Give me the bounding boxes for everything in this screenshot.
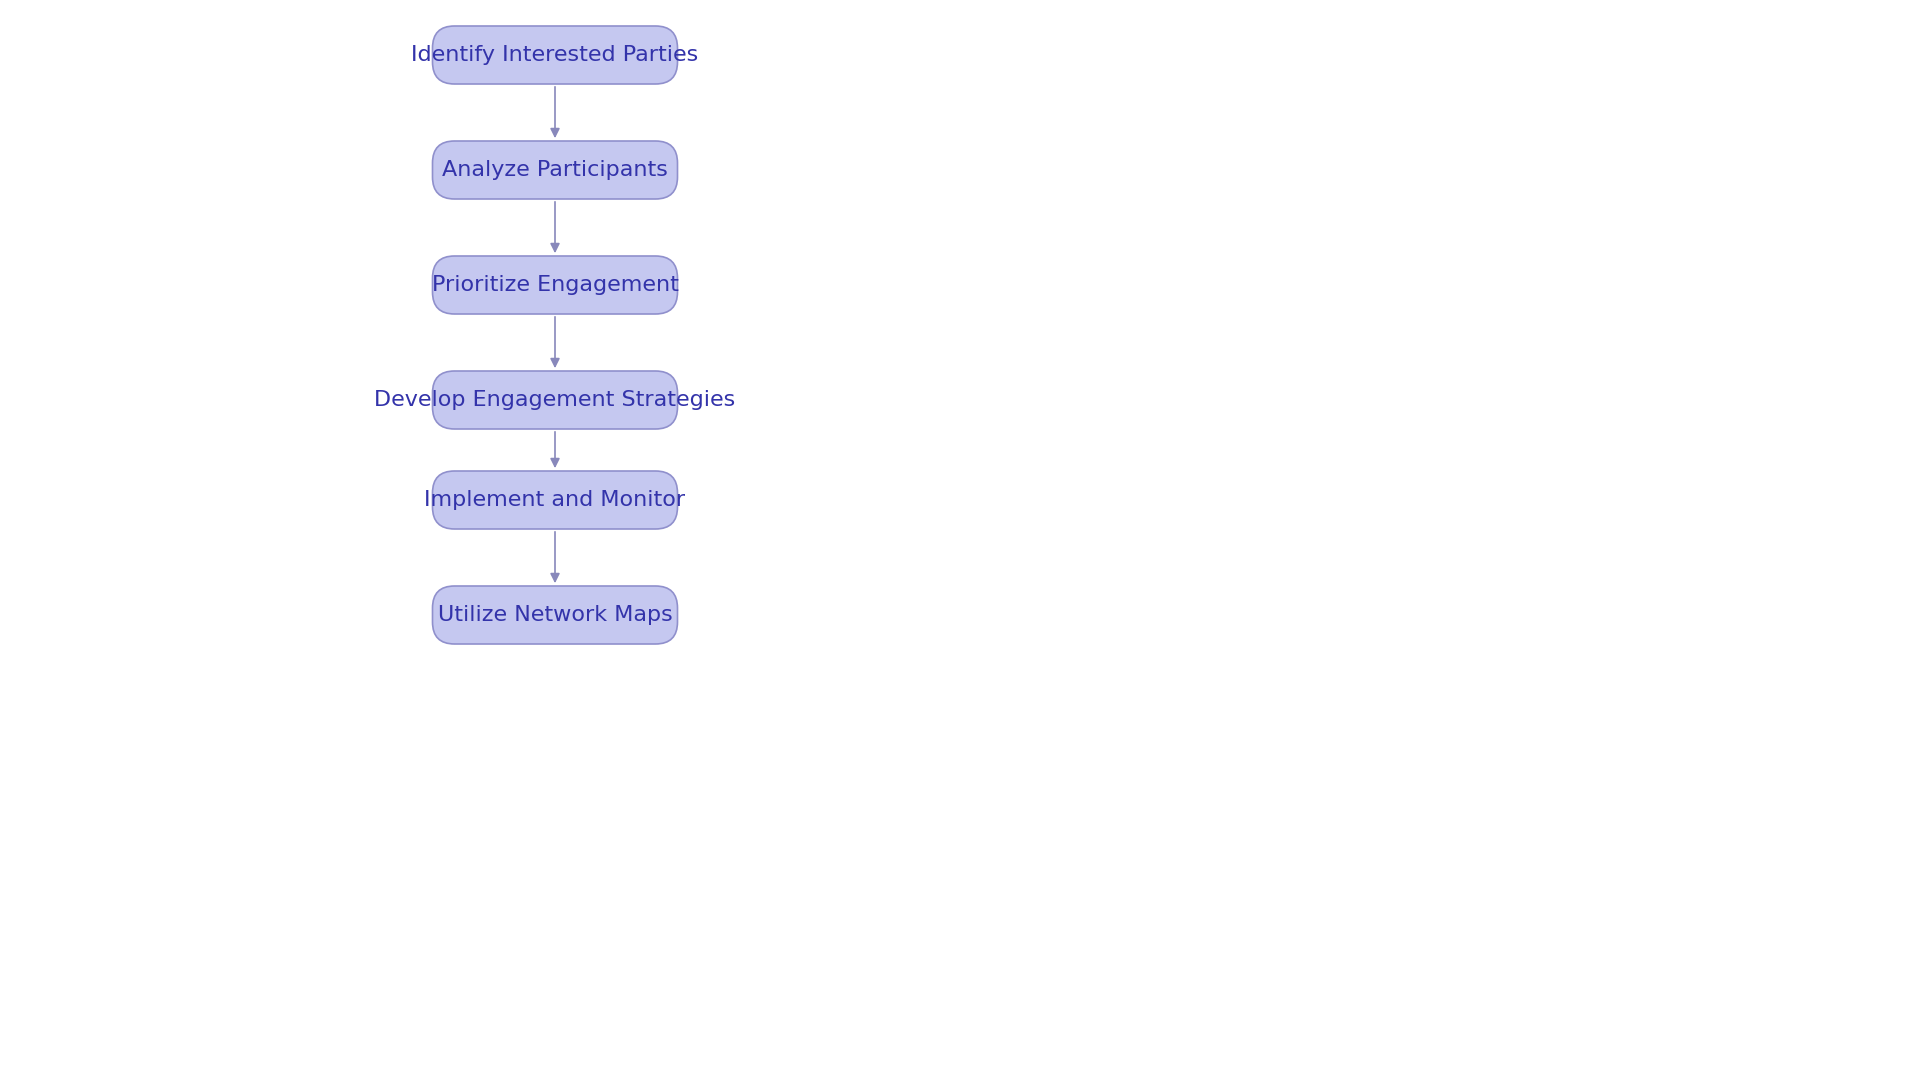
- FancyBboxPatch shape: [432, 371, 678, 429]
- Text: Develop Engagement Strategies: Develop Engagement Strategies: [374, 390, 735, 410]
- Text: Identify Interested Parties: Identify Interested Parties: [411, 45, 699, 65]
- FancyBboxPatch shape: [432, 471, 678, 529]
- FancyBboxPatch shape: [432, 586, 678, 644]
- Text: Utilize Network Maps: Utilize Network Maps: [438, 605, 672, 625]
- FancyBboxPatch shape: [432, 256, 678, 314]
- Text: Analyze Participants: Analyze Participants: [442, 160, 668, 180]
- FancyBboxPatch shape: [432, 141, 678, 199]
- Text: Implement and Monitor: Implement and Monitor: [424, 490, 685, 510]
- FancyBboxPatch shape: [432, 26, 678, 84]
- Text: Prioritize Engagement: Prioritize Engagement: [432, 275, 678, 295]
